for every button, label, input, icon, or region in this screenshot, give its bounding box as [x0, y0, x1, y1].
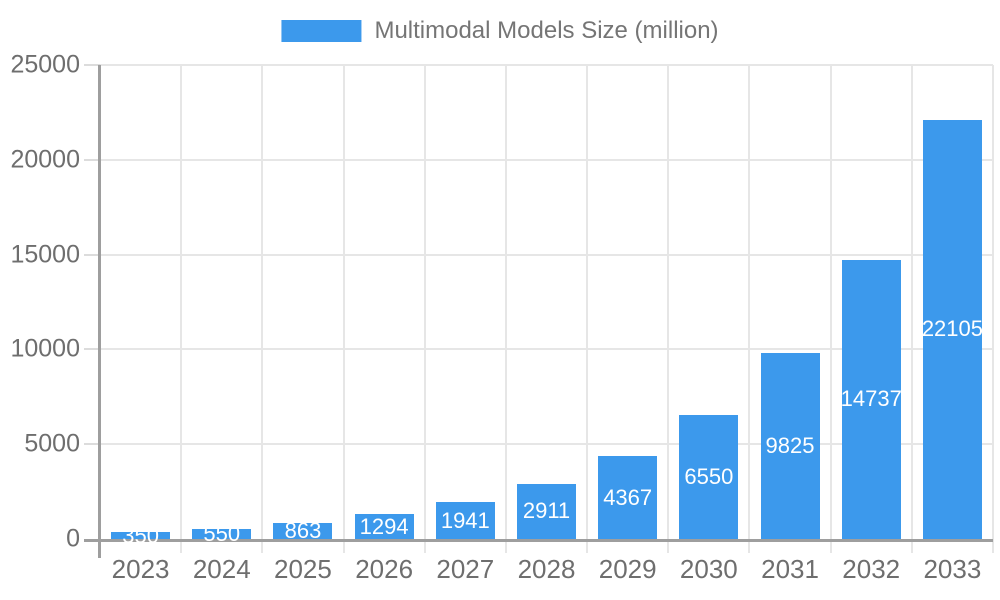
y-axis-tick-label: 25000: [10, 50, 80, 79]
y-tick-mark: [84, 64, 100, 66]
bar: 863: [273, 518, 333, 543]
y-axis-tick-label: 20000: [10, 145, 80, 174]
y-gridline: [100, 348, 993, 351]
bar: 6550: [679, 414, 739, 539]
x-gridline: [667, 65, 670, 553]
bar-value-label: 350: [122, 522, 159, 548]
bar-value-label: 22105: [921, 316, 983, 342]
x-axis-tick-label: 2031: [761, 554, 819, 584]
x-axis-tick-label: 2029: [598, 554, 657, 584]
x-gridline: [829, 65, 832, 553]
y-gridline: [100, 253, 993, 256]
y-tick-mark: [84, 158, 100, 161]
x-gridline: [342, 65, 345, 553]
x-axis-tick-label: 2023: [111, 554, 170, 584]
bar: 22105: [921, 119, 983, 539]
y-axis-line: [98, 65, 101, 558]
bar-value-label: 4367: [603, 484, 653, 510]
bar: 350: [111, 523, 171, 548]
y-axis-tick-label: 0: [66, 524, 80, 553]
x-axis-tick-label: 2028: [517, 554, 576, 584]
x-gridline: [586, 65, 589, 553]
x-axis-tick-label: 2027: [436, 554, 495, 584]
legend-swatch: [281, 20, 362, 42]
x-gridline: [180, 65, 183, 553]
bar-value-label: 550: [203, 520, 241, 546]
bar-value-label: 1294: [359, 513, 409, 539]
legend-label: Multimodal Models Size (million): [374, 17, 719, 44]
x-axis-tick-label: 2033: [923, 554, 982, 584]
x-gridline: [423, 65, 426, 553]
bar: 9825: [760, 352, 820, 539]
x-axis-tick-label: 2030: [679, 554, 738, 584]
chart-legend-item[interactable]: Multimodal Models Size (million): [281, 17, 719, 45]
x-gridline: [748, 65, 751, 553]
bar: 4367: [598, 456, 658, 539]
x-axis-tick-label: 2025: [274, 554, 332, 584]
x-axis-tick-label: 2026: [355, 554, 414, 584]
bar-value-label: 2911: [522, 498, 571, 524]
x-gridline: [910, 65, 913, 553]
bar-value-label: 1941: [440, 507, 490, 533]
y-tick-mark: [84, 253, 100, 256]
bar-value-label: 9825: [765, 432, 815, 458]
bar: 550: [192, 521, 252, 546]
bar: 1294: [354, 513, 414, 539]
bar: 1941: [435, 502, 495, 539]
y-gridline: [100, 64, 993, 66]
x-gridline: [992, 65, 994, 553]
y-axis-tick-label: 5000: [24, 429, 80, 458]
y-axis-tick-label: 15000: [10, 240, 80, 269]
y-axis-tick-label: 10000: [10, 334, 80, 363]
y-gridline: [100, 443, 993, 446]
x-gridline: [504, 65, 507, 553]
bar-value-label: 6550: [684, 463, 734, 489]
x-axis-tick-label: 2032: [842, 554, 901, 584]
y-tick-mark: [84, 348, 100, 351]
y-gridline: [100, 158, 993, 161]
bar-value-label: 14737: [840, 386, 902, 412]
bar: 14737: [840, 259, 902, 539]
bar: 2911: [517, 483, 576, 539]
x-axis-line: [84, 539, 993, 542]
y-tick-mark: [84, 443, 100, 446]
x-axis-tick-label: 2024: [192, 554, 251, 584]
x-gridline: [261, 65, 264, 553]
